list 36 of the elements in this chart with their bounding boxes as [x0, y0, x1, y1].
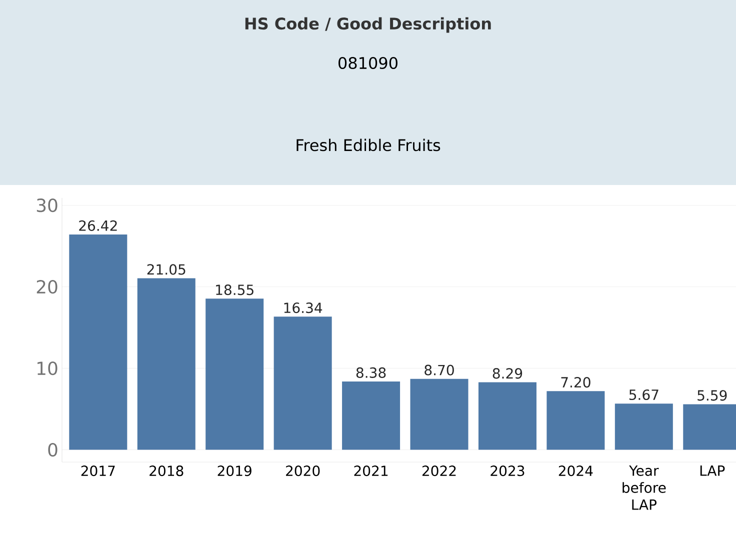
- y-tick-label: 20: [36, 280, 58, 294]
- data-label: 7.20: [561, 376, 590, 388]
- bar: [546, 391, 605, 450]
- data-label: 16.34: [284, 302, 322, 314]
- x-tick-label: 2020: [286, 466, 320, 476]
- x-tick-label: Year before LAP: [622, 466, 666, 510]
- bar: [478, 382, 536, 450]
- x-tick-label: 2021: [354, 466, 388, 476]
- text: Fresh Edible Fruits: [296, 138, 440, 152]
- bar: [274, 316, 332, 450]
- x-tick-label: 2019: [218, 466, 252, 476]
- bar: [69, 234, 128, 450]
- x-tick-label: 2017: [81, 466, 115, 476]
- bar: [410, 378, 468, 450]
- x-tick-label: 2022: [422, 466, 456, 476]
- x-tick-label: 2018: [150, 466, 184, 476]
- data-label: 26.42: [79, 220, 117, 231]
- y-tick-label: 0: [48, 442, 58, 457]
- chart-title: HS Code / Good Description: [245, 17, 491, 33]
- data-label: 8.70: [424, 364, 454, 376]
- data-label: 18.55: [216, 284, 254, 296]
- x-tick-label: 2024: [558, 466, 593, 476]
- bar: [206, 298, 264, 450]
- data-label: 8.29: [492, 368, 522, 379]
- chart-subtitle: 081090: [338, 56, 398, 70]
- x-tick-label: 2023: [490, 466, 524, 476]
- y-tick-label: 30: [36, 198, 58, 212]
- data-label: 5.59: [698, 390, 727, 401]
- data-label: 5.67: [629, 389, 658, 400]
- y-tick-label: 10: [38, 361, 58, 376]
- data-label: 8.38: [356, 367, 386, 378]
- bar: [137, 278, 196, 450]
- x-tick-label: LAP: [700, 466, 725, 476]
- bar: [342, 381, 400, 450]
- data-label: 21.05: [147, 264, 186, 275]
- bar: [614, 404, 673, 450]
